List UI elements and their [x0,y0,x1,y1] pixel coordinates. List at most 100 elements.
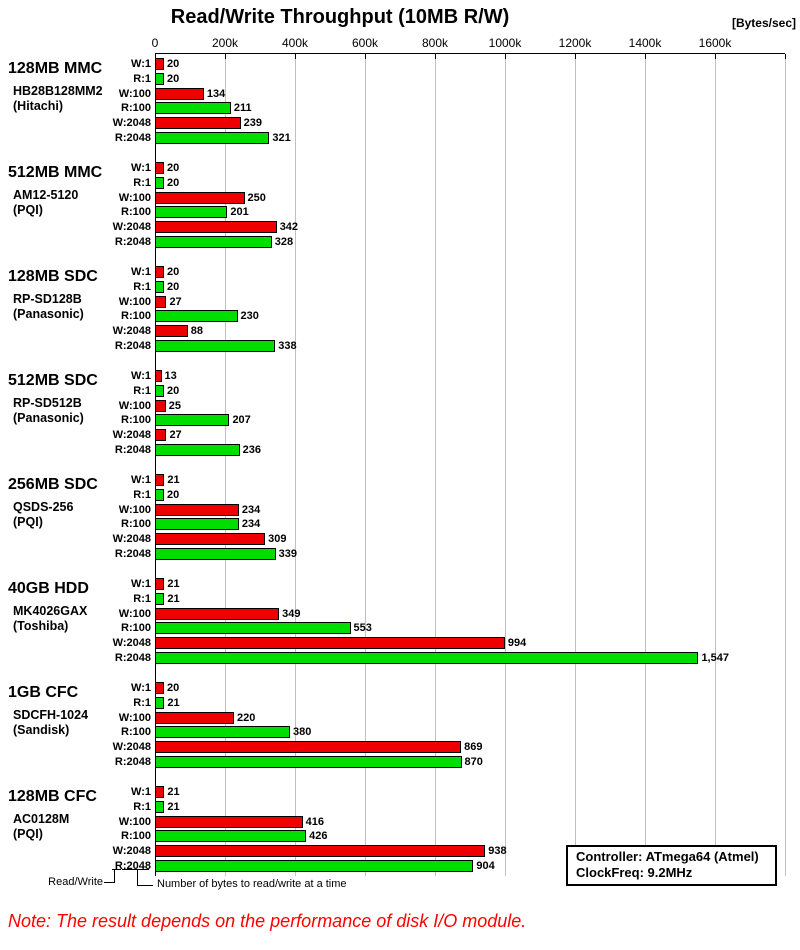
bar-row-label: R:100 [121,622,151,635]
legend-connector-bytes-vertical [137,869,138,886]
bar-value-label: 20 [167,176,180,189]
device-name: 512MB SDC [8,372,98,389]
bar-row-label: W:2048 [112,637,151,650]
read-bar [155,280,164,293]
bar-row-label: R:100 [121,414,151,427]
bar-value-label: 553 [353,622,372,635]
bar-value-label: 211 [233,102,252,115]
device-model: SDCFH-1024 [13,708,89,722]
write-bar [155,637,505,650]
bar-value-label: 20 [167,280,180,293]
device-model: QSDS-256 [13,500,74,514]
device-maker: (Panasonic) [13,307,84,321]
bar-row-label: R:100 [121,518,151,531]
plot-area: 20 20 134 211 239 321 20 20 250 201 342 328 20 20 27 23… [155,53,786,876]
x-axis-tick-label: 1000k [488,36,522,50]
bar-value-label: 134 [206,87,226,100]
write-bar [155,221,277,234]
bar-value-label: 309 [268,533,287,546]
device-model: MK4026GAX [13,604,88,618]
write-bar [155,578,165,590]
device-name: 128MB MMC [8,60,103,77]
bar-value-label: 25 [168,399,181,412]
x-axis-tick [645,54,646,59]
bar-row-label: R:2048 [114,652,151,664]
bar-row-label: W:2048 [112,325,151,338]
bar-row-label: W:100 [118,503,151,516]
bar-value-label: 869 [464,741,483,754]
read-bar [155,518,239,531]
legend-underline-bytes [122,869,149,870]
device-maker: (PQI) [13,515,43,529]
write-bar [155,786,165,798]
read-bar [155,830,307,843]
bar-row-label: R:2048 [114,548,151,560]
x-axis-tick-label: 200k [211,36,239,50]
x-axis-tick-label: 0 [151,36,159,50]
bar-value-label: 938 [488,845,507,858]
gridline [575,54,576,876]
chart-title: Read/Write Throughput (10MB R/W) [170,6,510,28]
x-axis-tick [435,54,436,59]
x-axis-tick [715,54,716,59]
bar-row-label: W:1 [131,578,151,590]
bar-value-label: 230 [240,310,259,323]
read-bar [155,726,290,739]
device-name: 1GB CFC [8,684,79,701]
write-bar [155,429,167,442]
read-bar [155,176,164,189]
bar-row-label: R:1 [133,696,151,709]
bar-value-label: 994 [507,637,527,650]
controller-info-line1: Controller: ATmega64 (Atmel) [576,849,759,864]
device-label-block: 40GB HDD MK4026GAX (Toshiba) [8,580,89,633]
bar-value-label: 426 [309,830,328,843]
x-axis-tick-label: 400k [281,36,309,50]
bar-row-label: R:2048 [114,756,151,768]
bar-row-label: R:100 [121,830,151,843]
read-bar [155,800,165,813]
controller-info-line2: ClockFreq: 9.2MHz [576,865,693,880]
device-maker: (Sandisk) [13,723,70,737]
device-model: AC0128M [13,812,70,826]
write-bar [155,533,266,546]
device-label-block: 1GB CFC SDCFH-1024 (Sandisk) [8,684,88,737]
bar-value-label: 21 [167,592,180,605]
x-axis-tick [365,54,366,59]
device-model: RP-SD512B [13,396,82,410]
read-bar [155,384,164,397]
write-bar [155,370,162,382]
read-bar [155,488,164,501]
bar-row-label: R:1 [133,488,151,501]
device-maker: (Hitachi) [13,99,63,113]
write-bar [155,711,234,724]
bar-row-label: R:2048 [114,132,151,144]
read-bar [155,652,699,664]
read-bar [155,548,276,560]
bar-row-label: W:1 [131,370,151,382]
read-bar [155,622,351,635]
bar-value-label: 234 [241,518,261,531]
bar-value-label: 27 [169,295,182,308]
bar-row-label: R:100 [121,206,151,219]
bar-value-label: 870 [464,756,483,768]
bar-row-label: R:1 [133,800,151,813]
gridline [645,54,646,876]
read-bar [155,592,165,605]
write-bar [155,474,165,486]
write-bar [155,399,166,412]
device-name: 128MB SDC [8,268,98,285]
bar-row-label: W:100 [118,607,151,620]
read-bar [155,756,462,768]
bar-value-label: 88 [190,325,204,338]
bar-value-label: 20 [167,488,180,501]
x-axis-tick [575,54,576,59]
device-maker: (Panasonic) [13,411,84,425]
bar-row-label: R:100 [121,726,151,739]
bar-row-label: W:2048 [112,741,151,754]
device-maker: (Toshiba) [13,619,69,633]
x-axis-tick-label: 1400k [628,36,662,50]
read-bar [155,132,270,144]
bar-value-label: 416 [305,815,324,828]
bar-value-label: 239 [243,117,262,130]
bar-value-label: 342 [279,221,299,234]
